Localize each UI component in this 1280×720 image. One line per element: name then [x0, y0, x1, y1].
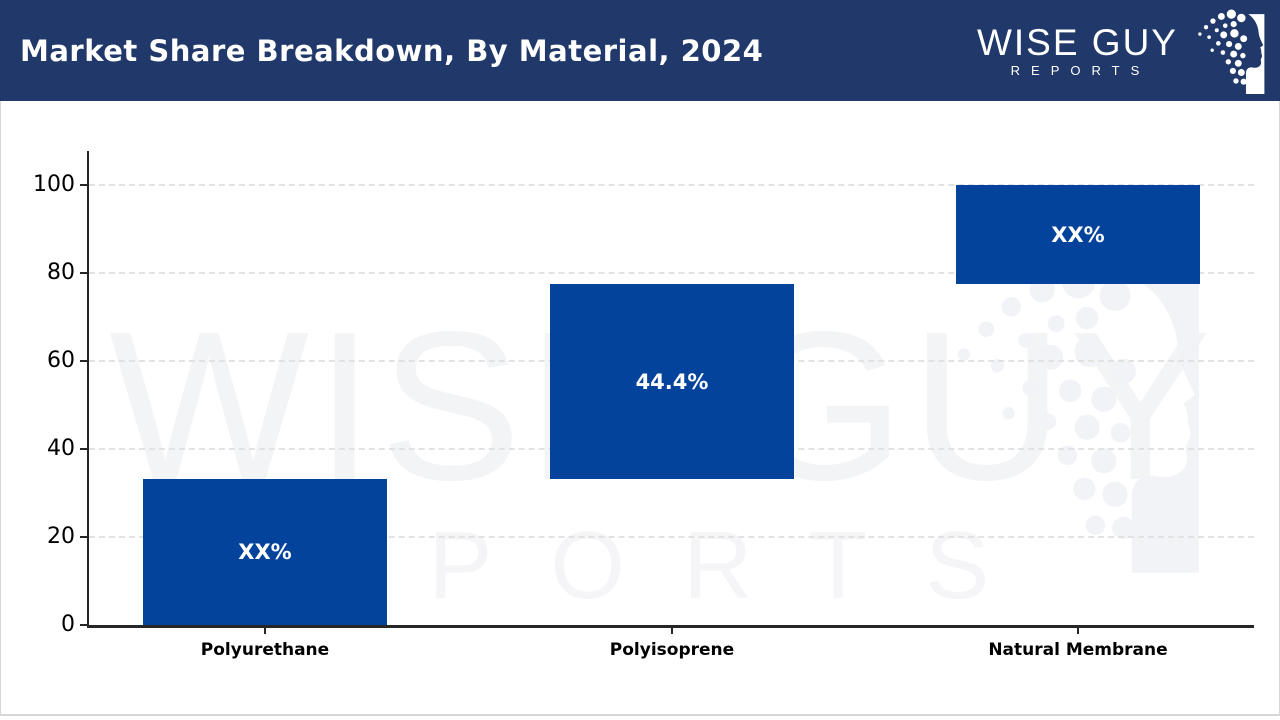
x-tick-mark — [1077, 628, 1079, 634]
page-title: Market Share Breakdown, By Material, 202… — [20, 33, 764, 68]
bar-value-label: 44.4% — [635, 369, 709, 394]
x-category-label: Polyisoprene — [609, 640, 735, 660]
y-tick-label: 20 — [47, 524, 75, 549]
y-tick-mark — [80, 624, 87, 626]
y-tick-mark — [80, 448, 87, 450]
y-axis-line — [87, 151, 89, 628]
y-tick-label: 100 — [33, 172, 75, 197]
logo-text: WISE GUY REPORTS — [977, 24, 1178, 78]
y-tick-label: 60 — [47, 348, 75, 373]
wise-guy-logo: WISE GUY REPORTS — [977, 8, 1272, 94]
gridline-y100 — [89, 184, 1254, 186]
x-tick-mark — [264, 628, 266, 634]
y-tick-label: 40 — [47, 436, 75, 461]
gridline-y80 — [89, 272, 1254, 274]
bar-value-label: XX% — [1051, 222, 1105, 247]
bar-natural-membrane: XX% — [956, 185, 1200, 284]
x-category-label: Polyurethane — [200, 640, 330, 660]
y-tick-label: 0 — [61, 612, 75, 637]
y-tick-mark — [80, 184, 87, 186]
watermark-face-icon — [919, 251, 1199, 581]
logo-wordmark: WISE GUY — [976, 22, 1178, 63]
y-tick-mark — [80, 360, 87, 362]
gridline-y20 — [89, 536, 1254, 538]
logo-subtitle: REPORTS — [1010, 63, 1151, 78]
y-tick-mark — [80, 272, 87, 274]
logo-face-icon — [1180, 8, 1272, 94]
bar-polyisoprene: 44.4% — [550, 284, 794, 480]
x-tick-mark — [671, 628, 673, 634]
header-bar: Market Share Breakdown, By Material, 202… — [0, 0, 1280, 101]
bottom-margin — [0, 716, 1280, 720]
y-tick-label: 80 — [47, 260, 75, 285]
bar-polyurethane: XX% — [143, 479, 387, 625]
x-axis-line — [87, 625, 1254, 628]
bar-value-label: XX% — [238, 540, 292, 565]
x-category-label: Natural Membrane — [988, 640, 1168, 660]
y-tick-mark — [80, 536, 87, 538]
chart-canvas: WISE GUY REPORTS 0 20 40 60 80 100 XX% Polyuret… — [0, 101, 1280, 716]
